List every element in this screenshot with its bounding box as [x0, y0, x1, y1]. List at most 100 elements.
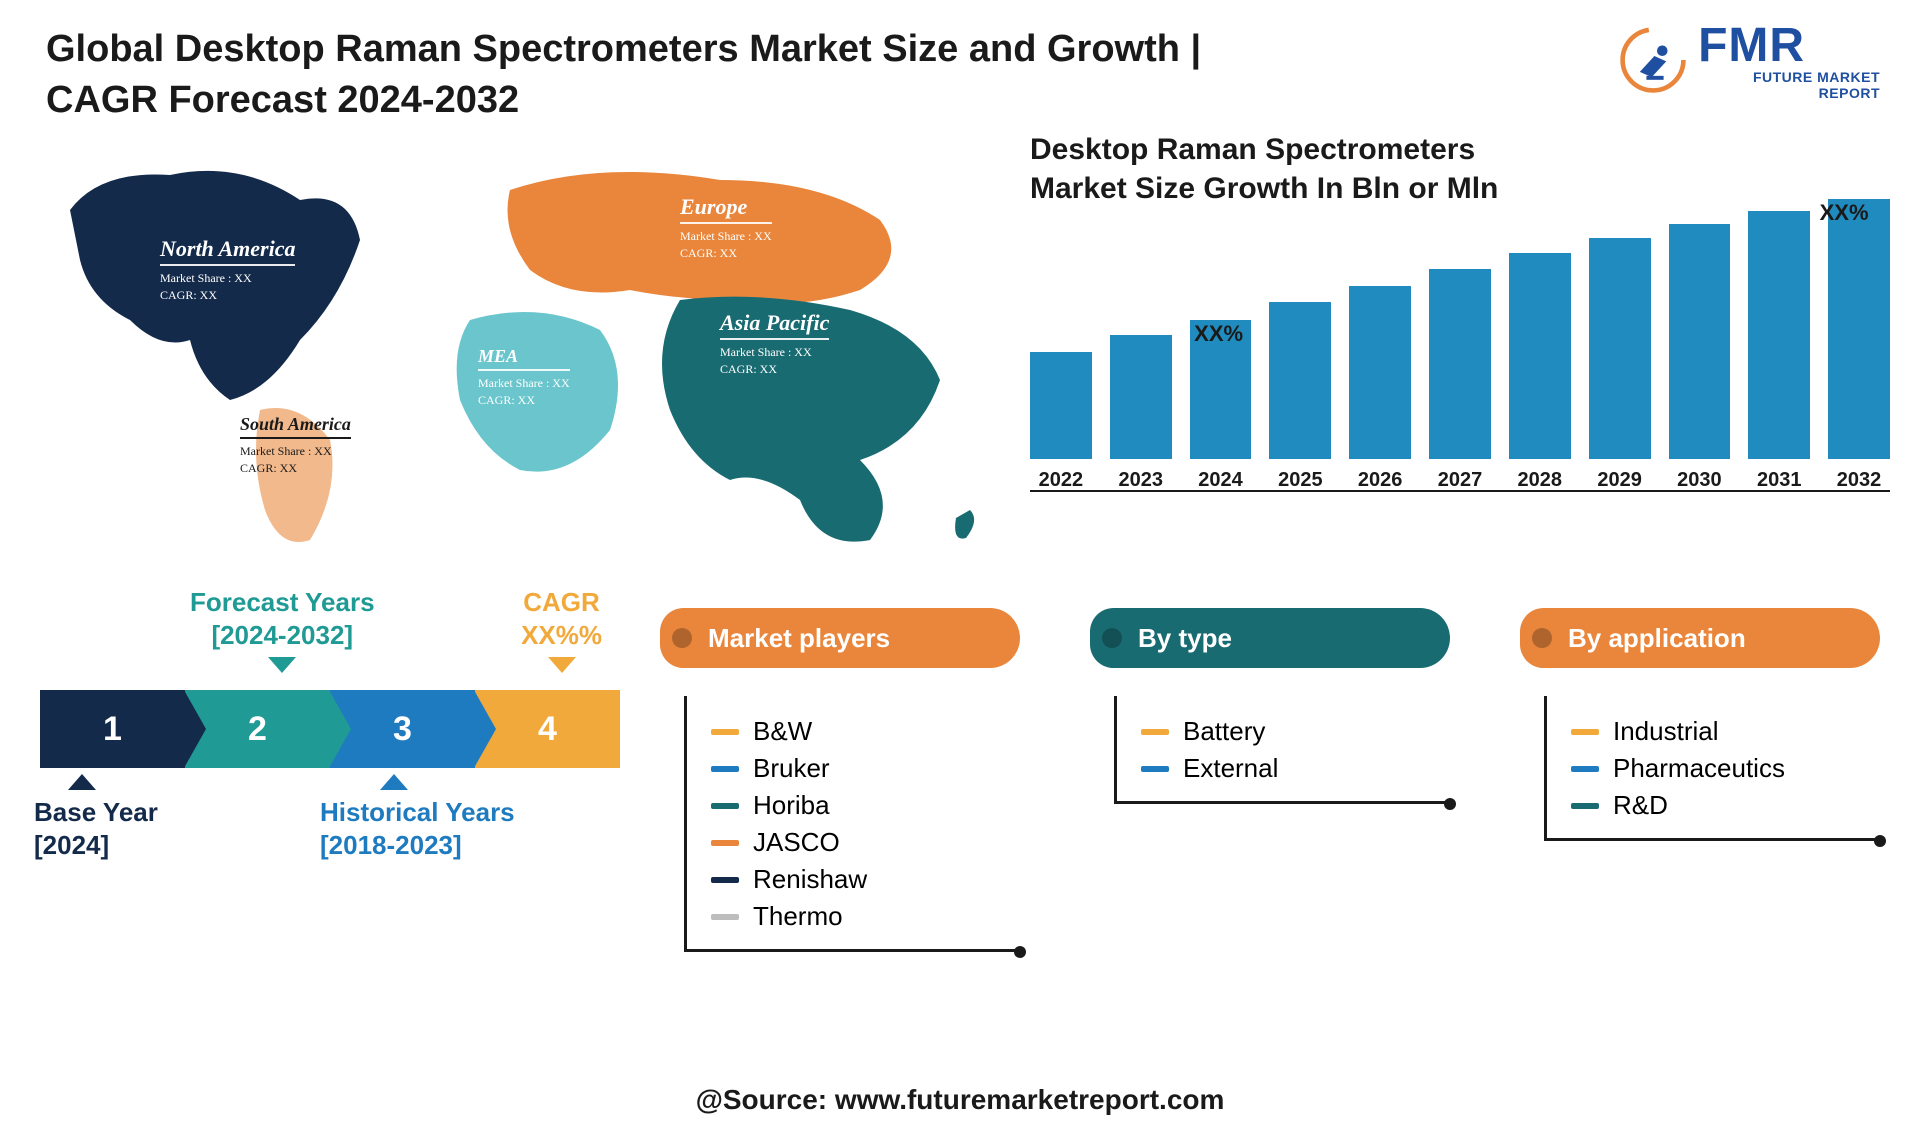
label-forecast: Forecast Years [2024-2032] [190, 586, 375, 651]
category-columns: Market players B&W Bruker Horiba JASCO Renish… [660, 608, 1880, 952]
bar [1669, 224, 1731, 459]
growth-bar-chart: Desktop Raman Spectrometers Market Size … [1030, 130, 1890, 540]
bar-label: 2022 [1039, 469, 1084, 492]
category-item-label: Industrial [1613, 716, 1719, 747]
timeline-cell: 3 [330, 690, 475, 768]
category-item-label: Pharmaceutics [1613, 753, 1785, 784]
category-body: B&W Bruker Horiba JASCO Renishaw Thermo [684, 696, 1020, 952]
bar-col: 2025 [1269, 302, 1331, 492]
category-item: B&W [711, 716, 1020, 747]
category-item-label: R&D [1613, 790, 1668, 821]
label-north-america: North America Market Share : XX CAGR: XX [160, 236, 295, 304]
timeline-cell: 1 [40, 690, 185, 768]
bar-col: 2030 [1669, 224, 1731, 492]
category-body: Industrial Pharmaceutics R&D [1544, 696, 1880, 841]
bar-label: 2026 [1358, 469, 1403, 492]
bar-label: 2029 [1597, 469, 1642, 492]
fmr-logo: FMR FUTURE MARKET REPORT [1620, 18, 1880, 101]
bullet-icon [1141, 729, 1169, 735]
category-title: By application [1568, 623, 1746, 654]
bar-col: 2031 [1748, 211, 1810, 492]
bar-label: 2023 [1118, 469, 1163, 492]
bar [1429, 269, 1491, 459]
category-item: Industrial [1571, 716, 1880, 747]
chart-annotation: XX% [1194, 321, 1243, 347]
category-item-label: B&W [753, 716, 812, 747]
bullet-icon [711, 914, 739, 920]
label-europe: Europe Market Share : XX CAGR: XX [680, 194, 772, 262]
page-title: Global Desktop Raman Spectrometers Marke… [46, 24, 1306, 127]
label-base-year: Base Year [2024] [34, 796, 158, 861]
label-south-america: South America Market Share : XX CAGR: XX [240, 414, 351, 477]
category-item: Battery [1141, 716, 1450, 747]
label-asia-pacific: Asia Pacific Market Share : XX CAGR: XX [720, 310, 829, 378]
bar-col: 2023 [1110, 335, 1172, 492]
world-map: North America Market Share : XX CAGR: XX… [40, 150, 1000, 550]
category-item-label: Thermo [753, 901, 843, 932]
bullet-icon [711, 766, 739, 772]
bar [1269, 302, 1331, 459]
bar-col: 2028 [1509, 253, 1571, 492]
category-item: JASCO [711, 827, 1020, 858]
timeline-cell: 4 [475, 690, 620, 768]
bar-label: 2028 [1518, 469, 1563, 492]
region-nz [955, 510, 974, 539]
bar-label: 2030 [1677, 469, 1722, 492]
category: By type Battery External [1090, 608, 1450, 952]
bar-col: 2022 [1030, 352, 1092, 492]
bar-col: 2026 [1349, 286, 1411, 492]
bar [1748, 211, 1810, 459]
chart-bars: 2022 2023 2024 2025 2026 2027 2028 2029 2030 2031… [1030, 212, 1890, 492]
category-item-label: Horiba [753, 790, 830, 821]
bar [1030, 352, 1092, 459]
label-mea: MEA Market Share : XX CAGR: XX [478, 346, 570, 409]
logo-subtext: FUTURE MARKET REPORT [1698, 69, 1880, 101]
bar-col: 2029 [1589, 238, 1651, 492]
chart-annotation: XX% [1820, 200, 1869, 226]
bar [1828, 199, 1890, 459]
bar-label: 2024 [1198, 469, 1243, 492]
category-pill: By type [1090, 608, 1450, 668]
category-item-label: Bruker [753, 753, 830, 784]
category: Market players B&W Bruker Horiba JASCO Renish… [660, 608, 1020, 952]
category-item-label: Renishaw [753, 864, 867, 895]
bar [1349, 286, 1411, 459]
category-body: Battery External [1114, 696, 1450, 804]
logo-text: FMR [1698, 18, 1880, 73]
bullet-icon [711, 729, 739, 735]
bar-label: 2031 [1757, 469, 1802, 492]
category-item-label: External [1183, 753, 1278, 784]
bar-col: 2032 [1828, 199, 1890, 492]
bullet-icon [1571, 803, 1599, 809]
bar [1509, 253, 1571, 459]
timeline-cell: 2 [185, 690, 330, 768]
bullet-icon [711, 803, 739, 809]
bar [1589, 238, 1651, 459]
bar [1110, 335, 1172, 459]
category-item: Pharmaceutics [1571, 753, 1880, 784]
category-title: By type [1138, 623, 1232, 654]
category-item: R&D [1571, 790, 1880, 821]
category-pill: By application [1520, 608, 1880, 668]
bullet-icon [1141, 766, 1169, 772]
label-historical: Historical Years [2018-2023] [320, 796, 515, 861]
category-title: Market players [708, 623, 890, 654]
bar-label: 2032 [1837, 469, 1882, 492]
category-item: Renishaw [711, 864, 1020, 895]
category-item: Bruker [711, 753, 1020, 784]
category-pill: Market players [660, 608, 1020, 668]
category-item: Horiba [711, 790, 1020, 821]
category: By application Industrial Pharmaceutics R&D [1520, 608, 1880, 952]
source-attribution: @Source: www.futuremarketreport.com [0, 1084, 1920, 1116]
bar-label: 2025 [1278, 469, 1323, 492]
bullet-icon [1571, 766, 1599, 772]
chart-title: Desktop Raman Spectrometers Market Size … [1030, 130, 1550, 208]
bullet-icon [711, 877, 739, 883]
bar-col: 2027 [1429, 269, 1491, 492]
bullet-icon [711, 840, 739, 846]
label-cagr: CAGR XX%% [521, 586, 602, 651]
category-item: Thermo [711, 901, 1020, 932]
category-item-label: Battery [1183, 716, 1265, 747]
bullet-icon [1571, 729, 1599, 735]
category-item-label: JASCO [753, 827, 840, 858]
